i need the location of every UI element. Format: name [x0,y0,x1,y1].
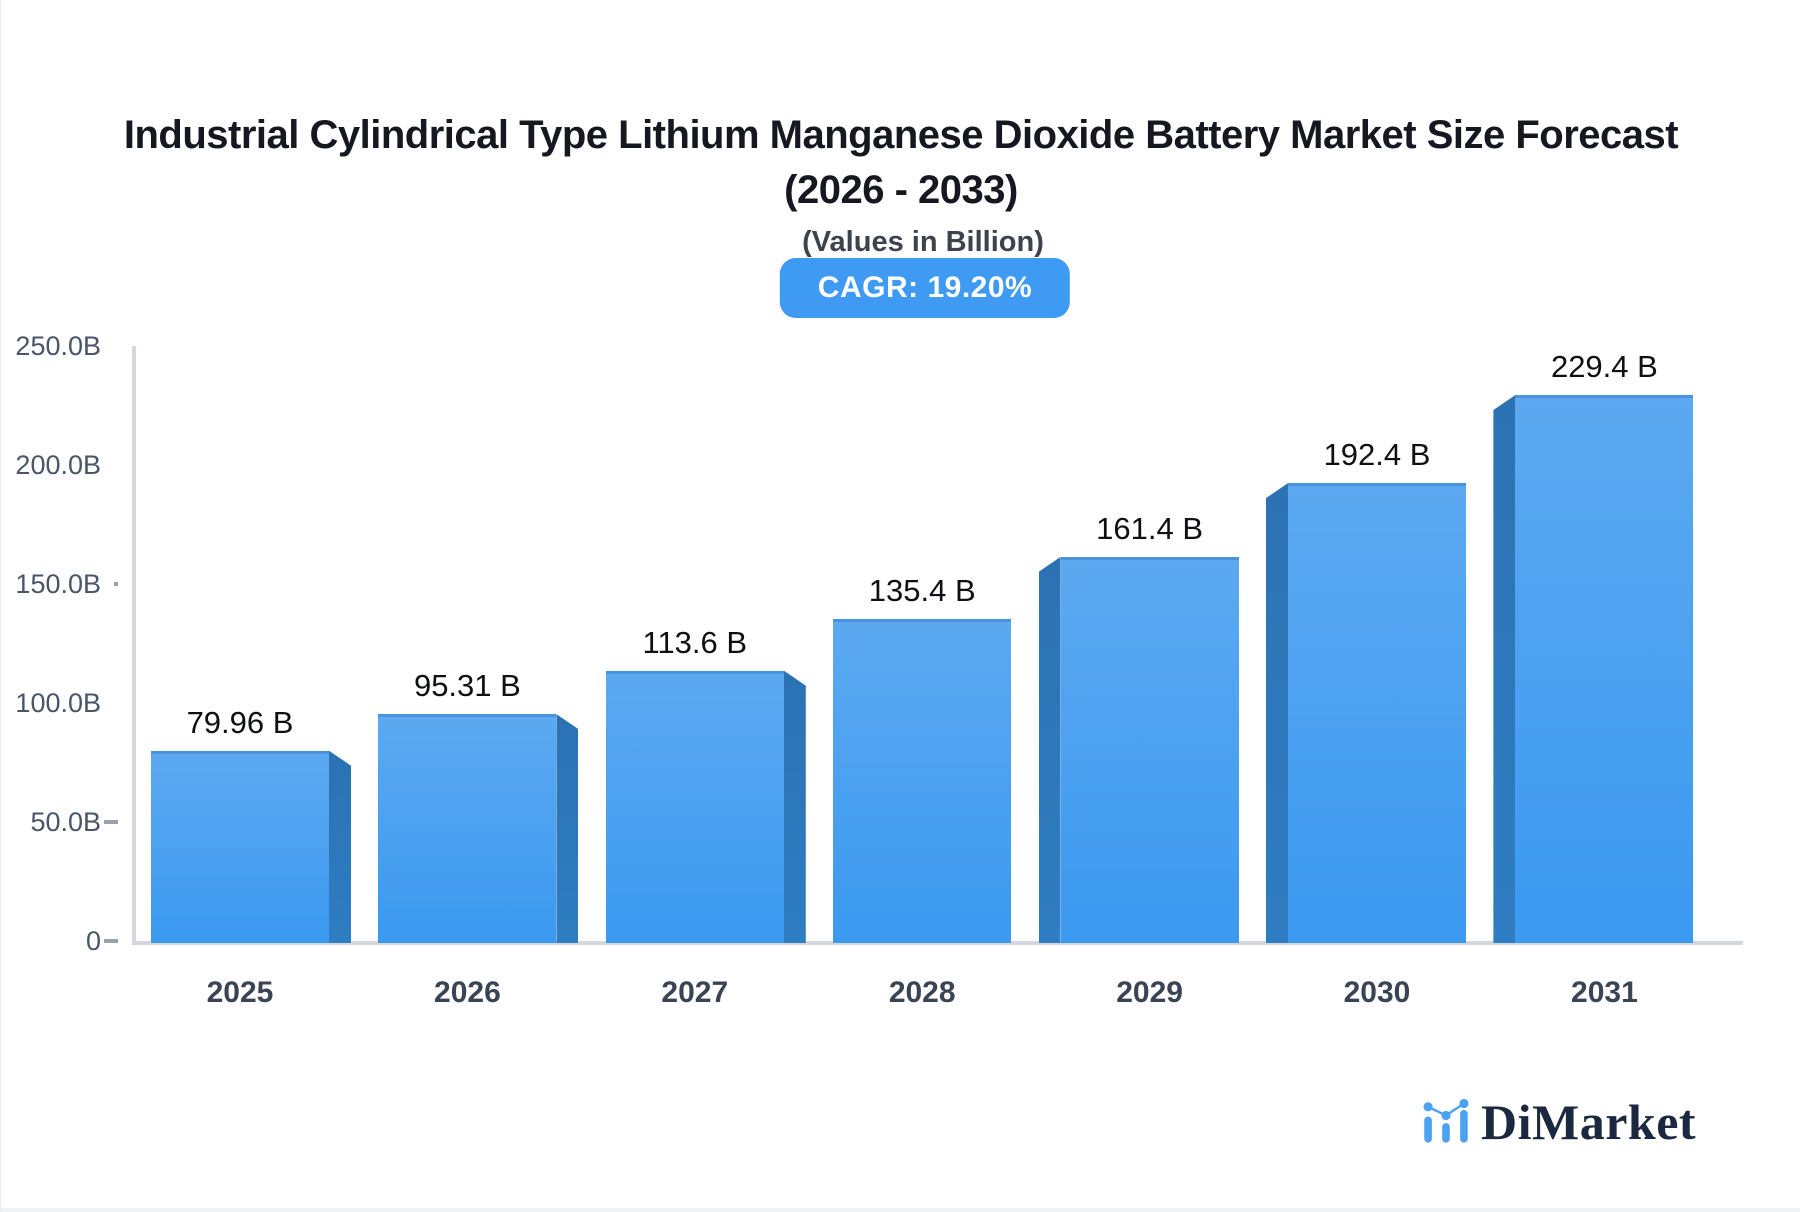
bar-value-label: 135.4 B [868,572,976,608]
y-axis-tick-label: 200.0B [15,450,101,480]
y-axis-tick-mark [114,582,118,586]
bar-side-2030 [1266,483,1288,943]
bar-value-label: 95.31 B [413,668,521,704]
cagr-badge: CAGR: 19.20% [779,258,1071,318]
y-axis-tick-label: 0 [85,926,101,956]
bar-2026 [378,714,557,943]
x-axis-category-label: 2026 [434,976,501,1009]
bar-2030 [1288,483,1466,943]
bar-value-label: 79.96 B [186,704,294,740]
x-axis-category-label: 2025 [206,976,274,1009]
page-title: Industrial Cylindrical Type Lithium Mang… [1,108,1800,218]
title-line-2: (2026 - 2033) [784,168,1018,212]
bar-side-2031 [1493,395,1516,943]
bar-value-label: 113.6 B [642,624,748,660]
brand-chart-icon [1423,1099,1469,1143]
x-axis-baseline [132,941,1743,945]
bar-value-label: 229.4 B [1550,349,1658,385]
bar-side-2029 [1038,556,1061,943]
bar-2027 [605,670,784,943]
bar-value-label: 192.4 B [1323,437,1431,473]
page-bottom-border [1,1208,1800,1212]
bar-2028 [833,618,1012,943]
brand-logo-text: DiMarket [1481,1094,1697,1150]
x-axis-category-label: 2027 [661,976,729,1009]
x-axis-category-label: 2030 [1343,976,1411,1009]
x-axis-category-label: 2028 [888,976,956,1009]
title-line-1: Industrial Cylindrical Type Lithium Mang… [123,113,1679,157]
bar-side-2026 [556,714,579,943]
y-axis-tick-label: 100.0B [15,688,101,718]
y-axis-tick-label: 150.0B [15,569,101,599]
x-axis-category-label: 2031 [1571,976,1638,1009]
bar-2029 [1060,556,1239,943]
bar-2031 [1515,395,1694,943]
bar-side-2025 [329,750,351,943]
y-axis-tick-label: 50.0B [30,807,101,837]
bar-value-label: 161.4 B [1096,510,1204,546]
y-axis-tick-mark [104,939,118,943]
chart-subtitle: (Values in Billion) [802,226,1044,258]
x-axis-category-label: 2029 [1116,976,1183,1009]
y-axis-tick-mark [104,820,118,824]
bar-2025 [151,750,329,943]
bar-side-2027 [783,670,806,943]
brand-logo: DiMarket [1421,1096,1696,1148]
y-axis-tick-label: 250.0B [15,331,101,361]
y-axis-line [132,346,136,945]
